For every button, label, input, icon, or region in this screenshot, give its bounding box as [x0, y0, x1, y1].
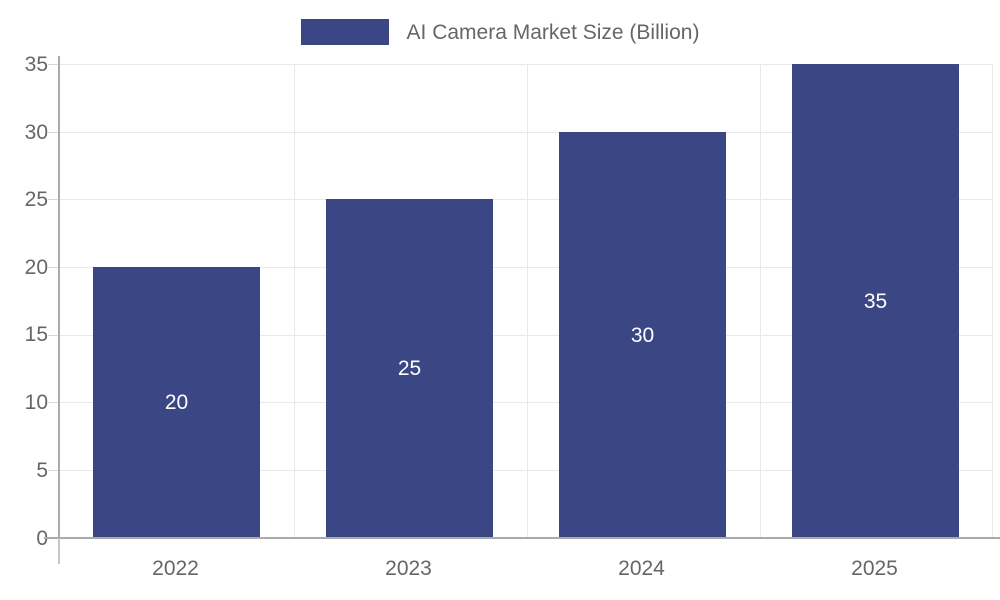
gridline-horizontal [59, 402, 993, 403]
gridline-vertical [527, 64, 528, 538]
gridline-vertical [294, 64, 295, 538]
gridline-horizontal [59, 199, 993, 200]
x-axis-line [44, 537, 1000, 539]
y-tick-label-0: 0 [36, 527, 48, 550]
bar-2024[interactable]: 30 [559, 132, 726, 538]
gridline-horizontal [59, 470, 993, 471]
y-tick-mark-15 [48, 335, 59, 336]
y-tick-label-30: 30 [24, 121, 48, 144]
y-tick-mark-35 [48, 64, 59, 65]
bar-value-label: 25 [397, 357, 422, 380]
y-axis-tick-labels: 35 30 25 20 15 10 5 0 [0, 0, 59, 600]
y-tick-mark-30 [48, 132, 59, 133]
legend-item-ai-camera-market-size[interactable]: AI Camera Market Size (Billion) [300, 19, 700, 45]
y-tick-mark-10 [48, 402, 59, 403]
bar-value-label: 20 [164, 391, 189, 414]
gridline-vertical [992, 64, 993, 538]
y-tick-label-25: 25 [24, 188, 48, 211]
x-tick-label-2022: 2022 [152, 557, 199, 580]
legend-swatch-icon [300, 19, 389, 45]
gridline-horizontal [59, 64, 993, 65]
y-axis-extension [58, 538, 60, 564]
bar-value-label: 30 [630, 323, 655, 347]
legend-item-label: AI Camera Market Size (Billion) [406, 20, 700, 44]
y-tick-mark-25 [48, 199, 59, 200]
plot-area: 20 25 30 35 [59, 64, 993, 538]
y-tick-label-35: 35 [24, 53, 48, 76]
gridline-horizontal [59, 267, 993, 268]
y-tick-mark-20 [48, 267, 59, 268]
y-tick-label-15: 15 [24, 323, 48, 346]
bar-value-label: 35 [863, 289, 888, 313]
gridline-horizontal [59, 132, 993, 133]
chart-legend: AI Camera Market Size (Billion) [0, 14, 1000, 50]
x-tick-label-2024: 2024 [618, 557, 665, 580]
y-tick-mark-5 [48, 470, 59, 471]
y-tick-label-10: 10 [24, 391, 48, 414]
x-tick-label-2025: 2025 [851, 557, 898, 580]
gridline-vertical [760, 64, 761, 538]
y-tick-label-20: 20 [24, 256, 48, 279]
x-tick-label-2023: 2023 [385, 557, 432, 580]
bar-2023[interactable]: 25 [326, 199, 493, 538]
bar-2022[interactable]: 20 [93, 267, 260, 538]
gridline-horizontal [59, 335, 993, 336]
y-tick-label-5: 5 [36, 459, 48, 482]
bar-2025[interactable]: 35 [792, 64, 959, 538]
y-axis-line [58, 56, 60, 540]
